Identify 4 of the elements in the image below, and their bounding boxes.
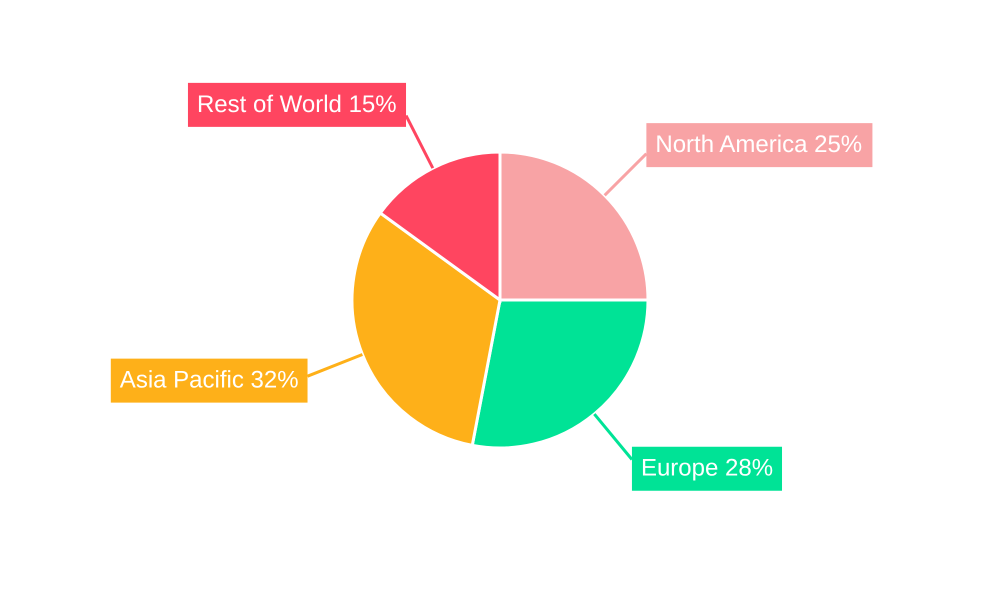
- slice-label: Asia Pacific 32%: [120, 366, 299, 394]
- slice-label: Rest of World 15%: [196, 90, 397, 118]
- slice-label: North America 25%: [655, 131, 862, 158]
- slice-label: Europe 28%: [640, 454, 774, 482]
